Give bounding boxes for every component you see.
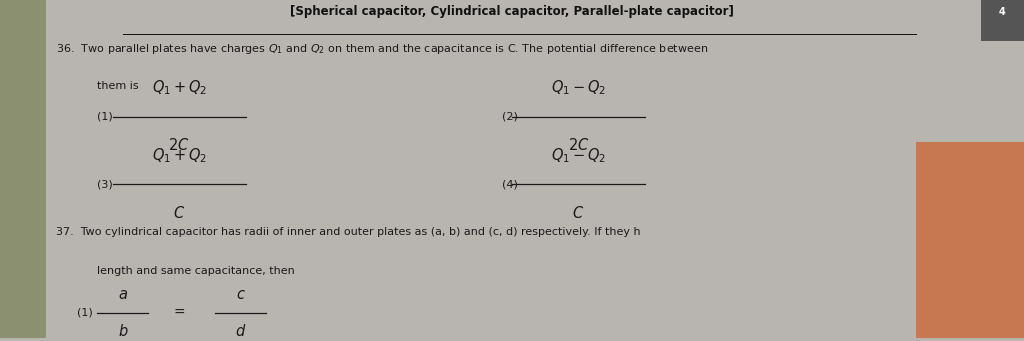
- Text: length and same capacitance, then: length and same capacitance, then: [97, 266, 295, 276]
- Text: $2C$: $2C$: [169, 137, 189, 153]
- Text: $b$: $b$: [118, 324, 128, 340]
- Text: them is: them is: [97, 81, 139, 91]
- Text: $Q_1-Q_2$: $Q_1-Q_2$: [551, 146, 606, 165]
- Text: 4: 4: [999, 7, 1006, 17]
- Text: =: =: [173, 306, 185, 320]
- Text: (2): (2): [502, 112, 518, 122]
- Text: $Q_1-Q_2$: $Q_1-Q_2$: [551, 78, 606, 97]
- Text: $d$: $d$: [234, 324, 247, 340]
- Text: (1): (1): [97, 112, 113, 122]
- Text: $C$: $C$: [173, 205, 185, 221]
- Text: $C$: $C$: [572, 205, 585, 221]
- Text: $a$: $a$: [118, 287, 128, 302]
- Text: $Q_1+Q_2$: $Q_1+Q_2$: [152, 146, 207, 165]
- FancyBboxPatch shape: [0, 0, 46, 338]
- Text: $c$: $c$: [236, 287, 246, 302]
- Text: [Spherical capacitor, Cylindrical capacitor, Parallel-plate capacitor]: [Spherical capacitor, Cylindrical capaci…: [290, 5, 734, 18]
- Text: (3): (3): [97, 179, 113, 189]
- Text: $2C$: $2C$: [568, 137, 589, 153]
- FancyBboxPatch shape: [916, 142, 1024, 338]
- Text: (1): (1): [77, 308, 92, 318]
- Text: (4): (4): [502, 179, 518, 189]
- Text: 37.  Two cylindrical capacitor has radii of inner and outer plates as (a, b) and: 37. Two cylindrical capacitor has radii …: [56, 227, 641, 237]
- Text: 36.  Two parallel plates have charges $Q_1$ and $Q_2$ on them and the capacitanc: 36. Two parallel plates have charges $Q_…: [56, 42, 709, 56]
- Text: $Q_1+Q_2$: $Q_1+Q_2$: [152, 78, 207, 97]
- FancyBboxPatch shape: [981, 0, 1024, 41]
